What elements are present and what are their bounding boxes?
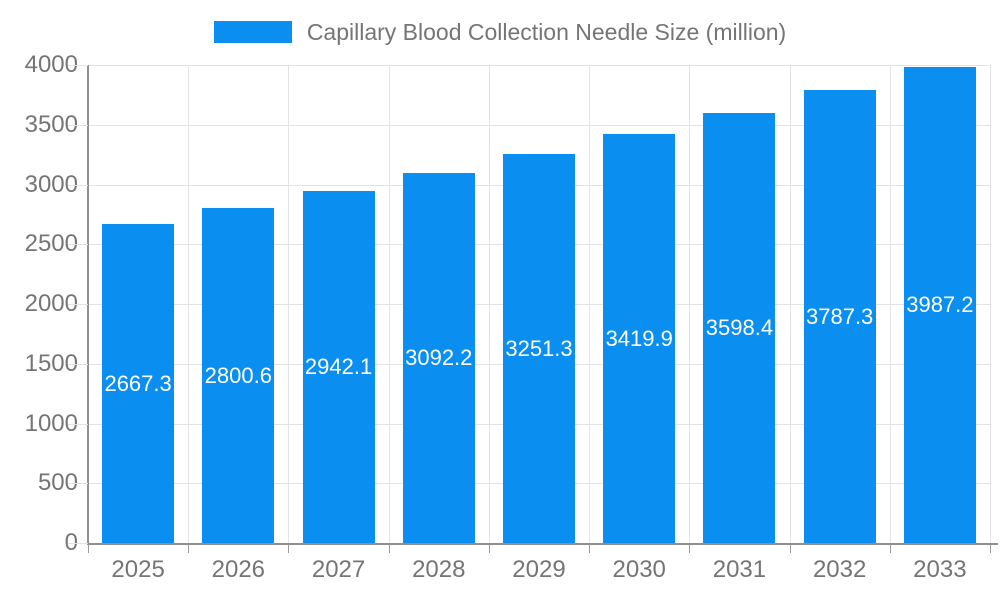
bar: 2942.1 bbox=[302, 191, 375, 543]
bar: 3251.3 bbox=[503, 154, 575, 543]
bar: 2800.6 bbox=[202, 208, 275, 543]
x-axis-tick-label: 2030 bbox=[612, 556, 666, 583]
y-axis-line bbox=[87, 65, 89, 545]
bar: 3598.4 bbox=[703, 113, 776, 543]
bar-value-label: 2942.1 bbox=[304, 354, 373, 380]
x-axis-tick bbox=[589, 545, 591, 553]
y-axis-tick-label: 3500 bbox=[24, 110, 78, 138]
y-axis-tick bbox=[68, 423, 88, 425]
x-axis-tick-label: 2025 bbox=[111, 556, 165, 583]
bar: 3092.2 bbox=[402, 173, 475, 543]
bar-value-label: 3987.2 bbox=[906, 291, 974, 317]
legend-label: Capillary Blood Collection Needle Size (… bbox=[306, 18, 787, 45]
x-axis-tick bbox=[488, 545, 490, 553]
bar-value-label: 3598.4 bbox=[705, 315, 774, 340]
y-axis-tick-label: 1500 bbox=[24, 349, 78, 377]
x-axis-tick-label: 2032 bbox=[812, 556, 867, 583]
x-axis-tick bbox=[388, 545, 390, 553]
bar: 2667.3 bbox=[102, 224, 175, 543]
legend-swatch bbox=[213, 21, 292, 43]
grid-line-vertical bbox=[689, 65, 691, 543]
grid-line-vertical bbox=[288, 65, 290, 543]
y-axis-tick bbox=[68, 304, 88, 305]
grid-line-vertical bbox=[589, 65, 591, 543]
x-axis-tick bbox=[288, 545, 290, 553]
y-axis-tick-label: 2000 bbox=[24, 290, 78, 317]
x-axis-tick-label: 2026 bbox=[211, 556, 266, 583]
grid-line-vertical bbox=[789, 65, 791, 543]
y-axis-tick-label: 2500 bbox=[24, 230, 78, 258]
x-axis-tick bbox=[188, 545, 190, 553]
grid-line-horizontal bbox=[88, 124, 990, 126]
x-axis-tick bbox=[88, 545, 89, 553]
x-axis-tick-label: 2029 bbox=[512, 556, 566, 583]
bar: 3787.3 bbox=[803, 90, 876, 543]
y-axis-tick-label: 500 bbox=[37, 469, 78, 497]
bar: 3987.2 bbox=[903, 66, 976, 543]
grid-line-vertical bbox=[488, 65, 490, 543]
x-axis-tick bbox=[789, 545, 791, 553]
bar-value-label: 3251.3 bbox=[505, 335, 573, 361]
x-axis-tick-label: 2033 bbox=[913, 556, 967, 583]
grid-line-vertical bbox=[188, 65, 190, 543]
bar-value-label: 3092.2 bbox=[405, 345, 473, 371]
grid-line-vertical bbox=[388, 65, 390, 543]
y-axis-tick-label: 4000 bbox=[24, 51, 78, 78]
grid-line-vertical bbox=[889, 65, 891, 543]
y-axis-tick bbox=[68, 124, 88, 126]
legend: Capillary Blood Collection Needle Size (… bbox=[0, 17, 1000, 47]
y-axis-tick-label: 0 bbox=[64, 529, 78, 556]
bar-value-label: 2667.3 bbox=[104, 370, 172, 396]
x-axis-tick bbox=[990, 545, 991, 553]
x-axis-tick-label: 2027 bbox=[311, 556, 366, 583]
x-axis-tick bbox=[689, 545, 691, 553]
y-axis-tick-label: 3000 bbox=[24, 170, 78, 198]
grid-line-vertical bbox=[990, 65, 991, 543]
x-axis-tick-label: 2028 bbox=[412, 556, 466, 583]
plot-area: 2667.3 2800.6 2942.1 3092.2 3251.3 3419.9 3598… bbox=[88, 65, 991, 543]
bar-value-label: 3787.3 bbox=[806, 303, 874, 329]
y-axis-tick bbox=[68, 244, 88, 246]
x-axis-tick-label: 2031 bbox=[712, 556, 767, 583]
grid-line-horizontal bbox=[88, 65, 990, 66]
y-axis-tick bbox=[68, 543, 88, 544]
y-axis-tick bbox=[68, 65, 88, 66]
bar-value-label: 3419.9 bbox=[605, 325, 673, 351]
x-axis-line bbox=[87, 543, 998, 545]
bar-value-label: 2800.6 bbox=[204, 362, 272, 388]
y-axis-tick-label: 1000 bbox=[24, 409, 78, 437]
x-axis-tick bbox=[889, 545, 891, 553]
bar: 3419.9 bbox=[603, 134, 676, 543]
y-axis-tick bbox=[68, 184, 88, 186]
y-axis-tick bbox=[68, 363, 88, 365]
y-axis-tick bbox=[68, 483, 88, 485]
